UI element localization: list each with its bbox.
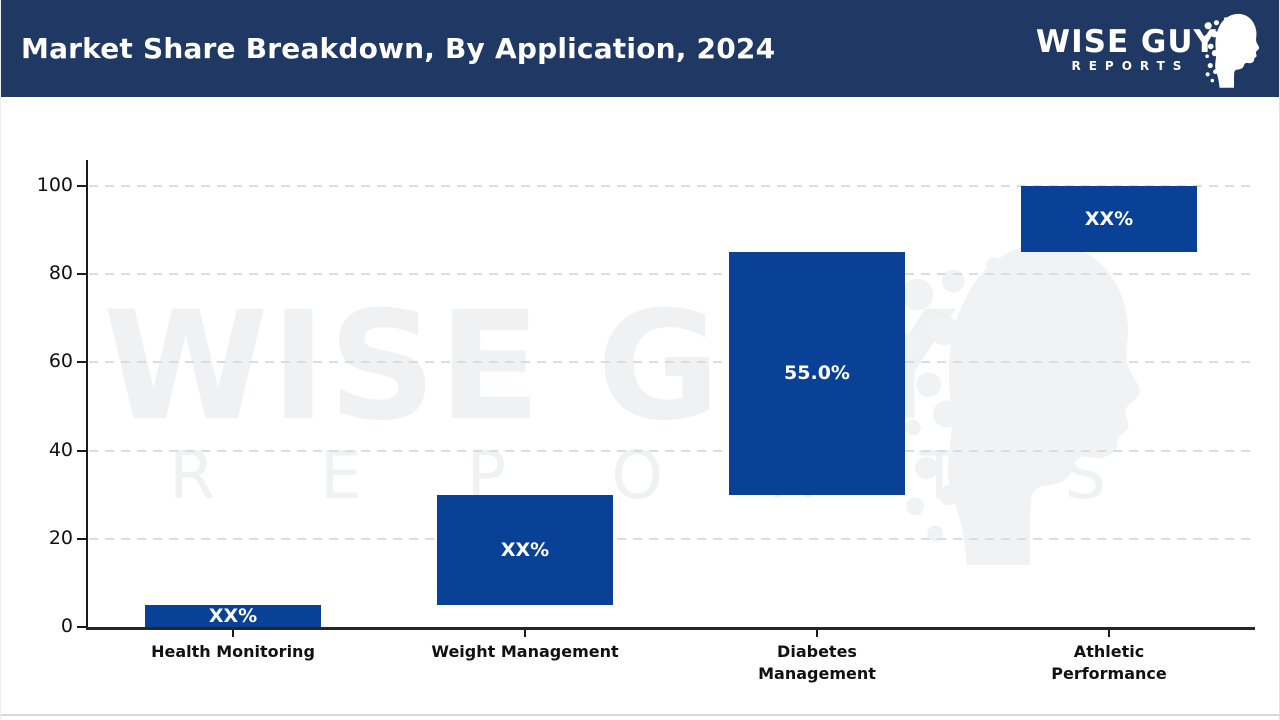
y-tick-label-20: 20 bbox=[48, 526, 73, 549]
bar-value-label-diabetes-management: 55.0% bbox=[784, 362, 850, 385]
bar-health-monitoring: XX% bbox=[145, 604, 321, 627]
x-axis-spine bbox=[86, 627, 1255, 630]
y-tick-100 bbox=[77, 185, 87, 187]
gridline-20 bbox=[89, 537, 1255, 540]
x-tick-diabetes-management bbox=[816, 630, 818, 637]
bar-weight-management: XX% bbox=[437, 494, 613, 605]
logo-subtitle: REPORTS bbox=[1071, 58, 1190, 73]
y-tick-label-100: 100 bbox=[36, 174, 73, 196]
y-tick-40 bbox=[77, 449, 87, 452]
category-label-health-monitoring: Health Monitoring bbox=[151, 642, 315, 661]
y-tick-label-0: 0 bbox=[60, 615, 73, 637]
gridline-60 bbox=[89, 361, 1255, 364]
x-tick-health-monitoring bbox=[232, 630, 234, 637]
y-tick-label-80: 80 bbox=[48, 262, 73, 285]
chart-title: Market Share Breakdown, By Application, … bbox=[21, 32, 776, 65]
bar-value-label-health-monitoring: XX% bbox=[208, 604, 258, 627]
y-tick-label-40: 40 bbox=[48, 438, 73, 461]
dotted-face-logo-icon bbox=[1203, 8, 1265, 90]
y-tick-label-60: 60 bbox=[48, 350, 73, 373]
category-label-weight-management: Weight Management bbox=[431, 642, 619, 661]
logo-wordmark: WISE GUY bbox=[1035, 23, 1217, 60]
header-bar: Market Share Breakdown, By Application, … bbox=[1, 0, 1279, 97]
category-label-diabetes-management: Diabetes Management bbox=[758, 642, 876, 683]
wise-guy-reports-logo: WISE GUY REPORTS bbox=[1036, 8, 1265, 90]
y-tick-0 bbox=[77, 626, 87, 628]
y-tick-60 bbox=[77, 361, 87, 364]
category-label-athletic-performance: Athletic Performance bbox=[1051, 642, 1167, 683]
gridline-100 bbox=[89, 185, 1255, 187]
y-tick-20 bbox=[77, 537, 87, 540]
bar-diabetes-management: 55.0% bbox=[729, 252, 905, 495]
bottom-divider bbox=[1, 714, 1279, 716]
bar-athletic-performance: XX% bbox=[1021, 186, 1197, 253]
gridline-40 bbox=[89, 449, 1255, 452]
bar-value-label-weight-management: XX% bbox=[500, 538, 550, 561]
chart-canvas: WISE GUY R E P O R T S 0 20 40 60 80 100 XX% He… bbox=[1, 97, 1279, 715]
x-tick-weight-management bbox=[524, 630, 526, 637]
watermark-face-icon bbox=[894, 227, 1166, 565]
gridline-80 bbox=[89, 273, 1255, 276]
bar-value-label-athletic-performance: XX% bbox=[1084, 208, 1134, 231]
x-tick-athletic-performance bbox=[1108, 630, 1110, 637]
y-tick-80 bbox=[77, 273, 87, 276]
y-axis-spine bbox=[86, 160, 88, 629]
